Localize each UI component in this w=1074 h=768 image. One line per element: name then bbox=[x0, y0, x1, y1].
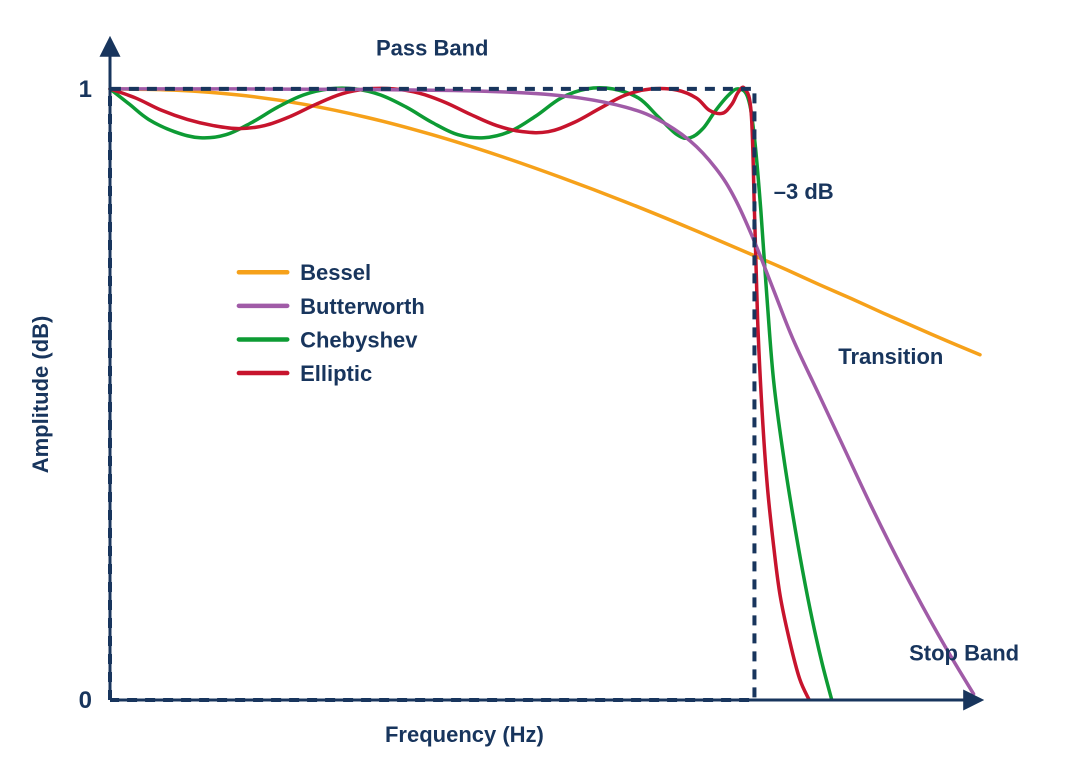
chart-svg: 0 1 Frequency (Hz) Amplitude (dB) Pass Band –… bbox=[0, 0, 1074, 768]
x-axis-label: Frequency (Hz) bbox=[385, 722, 544, 747]
annotation-pass_band: Pass Band bbox=[376, 35, 489, 60]
legend-label-butterworth: Butterworth bbox=[300, 294, 425, 319]
ytick-0: 0 bbox=[79, 687, 92, 714]
annotation-transition: Transition bbox=[838, 344, 943, 369]
filter-response-chart: 0 1 Frequency (Hz) Amplitude (dB) Pass Band –… bbox=[0, 0, 1074, 768]
annotation-minus_3db: –3 dB bbox=[774, 179, 834, 204]
y-axis-label: Amplitude (dB) bbox=[28, 316, 53, 474]
annotation-stop_band: Stop Band bbox=[909, 640, 1019, 665]
legend-label-elliptic: Elliptic bbox=[300, 361, 372, 386]
legend-label-chebyshev: Chebyshev bbox=[300, 327, 418, 352]
ytick-1: 1 bbox=[79, 76, 92, 103]
legend-label-bessel: Bessel bbox=[300, 260, 371, 285]
